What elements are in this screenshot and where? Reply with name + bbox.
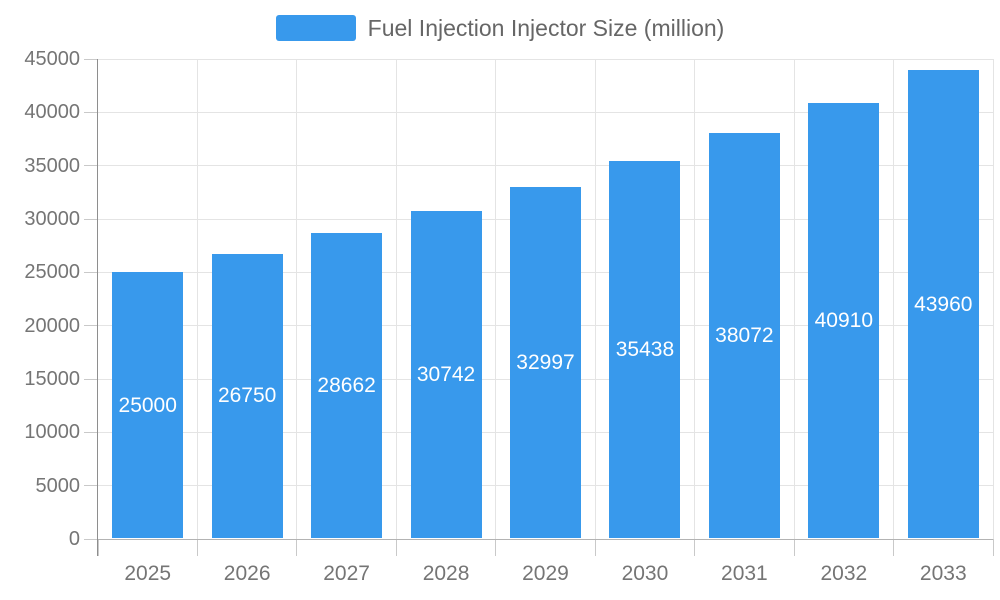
y-axis-label: 40000: [24, 101, 80, 124]
x-gridline: [992, 59, 994, 539]
bar[interactable]: [410, 211, 482, 538]
bar-value-label: 43960: [914, 292, 973, 316]
bar[interactable]: [311, 233, 383, 538]
x-axis-tick: [296, 539, 298, 556]
x-axis-label: 2025: [124, 562, 172, 585]
legend-swatch-icon: [275, 15, 356, 41]
x-axis-tick: [694, 539, 696, 556]
x-axis-tick: [97, 539, 99, 556]
y-gridline: [98, 165, 993, 167]
y-axis-label: 15000: [24, 368, 80, 390]
bar-value-label: 38072: [715, 323, 774, 347]
y-axis-tick: [84, 58, 98, 60]
y-axis-label: 35000: [24, 154, 80, 177]
x-axis-tick: [495, 539, 497, 556]
x-gridline: [395, 59, 397, 539]
bar[interactable]: [112, 272, 184, 538]
y-axis-tick: [84, 111, 98, 113]
x-gridline: [793, 59, 795, 539]
x-axis-label: 2032: [820, 562, 868, 585]
y-axis-line: [97, 59, 98, 556]
bar[interactable]: [907, 70, 979, 538]
bar-value-label: 40910: [814, 308, 874, 332]
y-axis-tick: [84, 218, 98, 220]
y-gridline: [98, 111, 993, 113]
bar-value-label: 26750: [217, 384, 277, 408]
bar[interactable]: [510, 187, 581, 538]
x-axis-label: 2030: [621, 562, 669, 585]
y-axis-label: 0: [68, 528, 80, 550]
bar-value-label: 25000: [118, 393, 177, 417]
x-axis-label: 2027: [323, 562, 370, 585]
x-axis-tick: [893, 539, 895, 556]
x-axis-line: [98, 538, 993, 540]
x-gridline: [893, 59, 895, 539]
y-axis-label: 30000: [24, 208, 80, 230]
bar-value-label: 35438: [615, 337, 675, 361]
x-axis-tick: [793, 539, 795, 556]
bar[interactable]: [708, 132, 780, 538]
x-axis-label: 2026: [223, 562, 271, 585]
y-axis-label: 10000: [24, 421, 80, 444]
y-axis-label: 5000: [35, 474, 81, 497]
y-axis-tick: [84, 325, 98, 327]
x-gridline: [694, 59, 696, 539]
x-axis-tick: [992, 539, 994, 556]
x-axis-label: 2033: [919, 562, 967, 585]
x-axis-label: 2028: [422, 562, 470, 585]
y-axis-tick: [84, 485, 98, 487]
bar[interactable]: [211, 253, 283, 538]
bar-value-label: 30742: [416, 363, 476, 387]
x-gridline: [196, 59, 198, 539]
y-gridline: [98, 58, 993, 60]
x-axis-tick: [594, 539, 596, 556]
y-axis-tick: [84, 431, 98, 433]
x-axis-tick: [395, 539, 397, 556]
y-axis-tick: [84, 271, 98, 273]
y-axis-tick: [84, 165, 98, 167]
bar[interactable]: [808, 102, 880, 538]
y-axis-tick: [84, 378, 98, 380]
bar-value-label: 28662: [317, 374, 376, 398]
y-axis-tick: [84, 538, 98, 540]
x-gridline: [594, 59, 596, 539]
x-axis-label: 2031: [721, 562, 768, 585]
bar-value-label: 32997: [516, 351, 575, 375]
x-gridline: [495, 59, 497, 539]
y-axis-label: 25000: [24, 261, 80, 284]
legend[interactable]: Fuel Injection Injector Size (million): [0, 15, 1000, 41]
x-axis-tick: [196, 539, 198, 556]
y-axis-label: 45000: [24, 48, 80, 70]
x-axis-label: 2029: [522, 562, 569, 585]
legend-label: Fuel Injection Injector Size (million): [367, 15, 725, 41]
y-axis-label: 20000: [24, 314, 80, 337]
bar[interactable]: [609, 160, 681, 538]
x-gridline: [296, 59, 298, 539]
